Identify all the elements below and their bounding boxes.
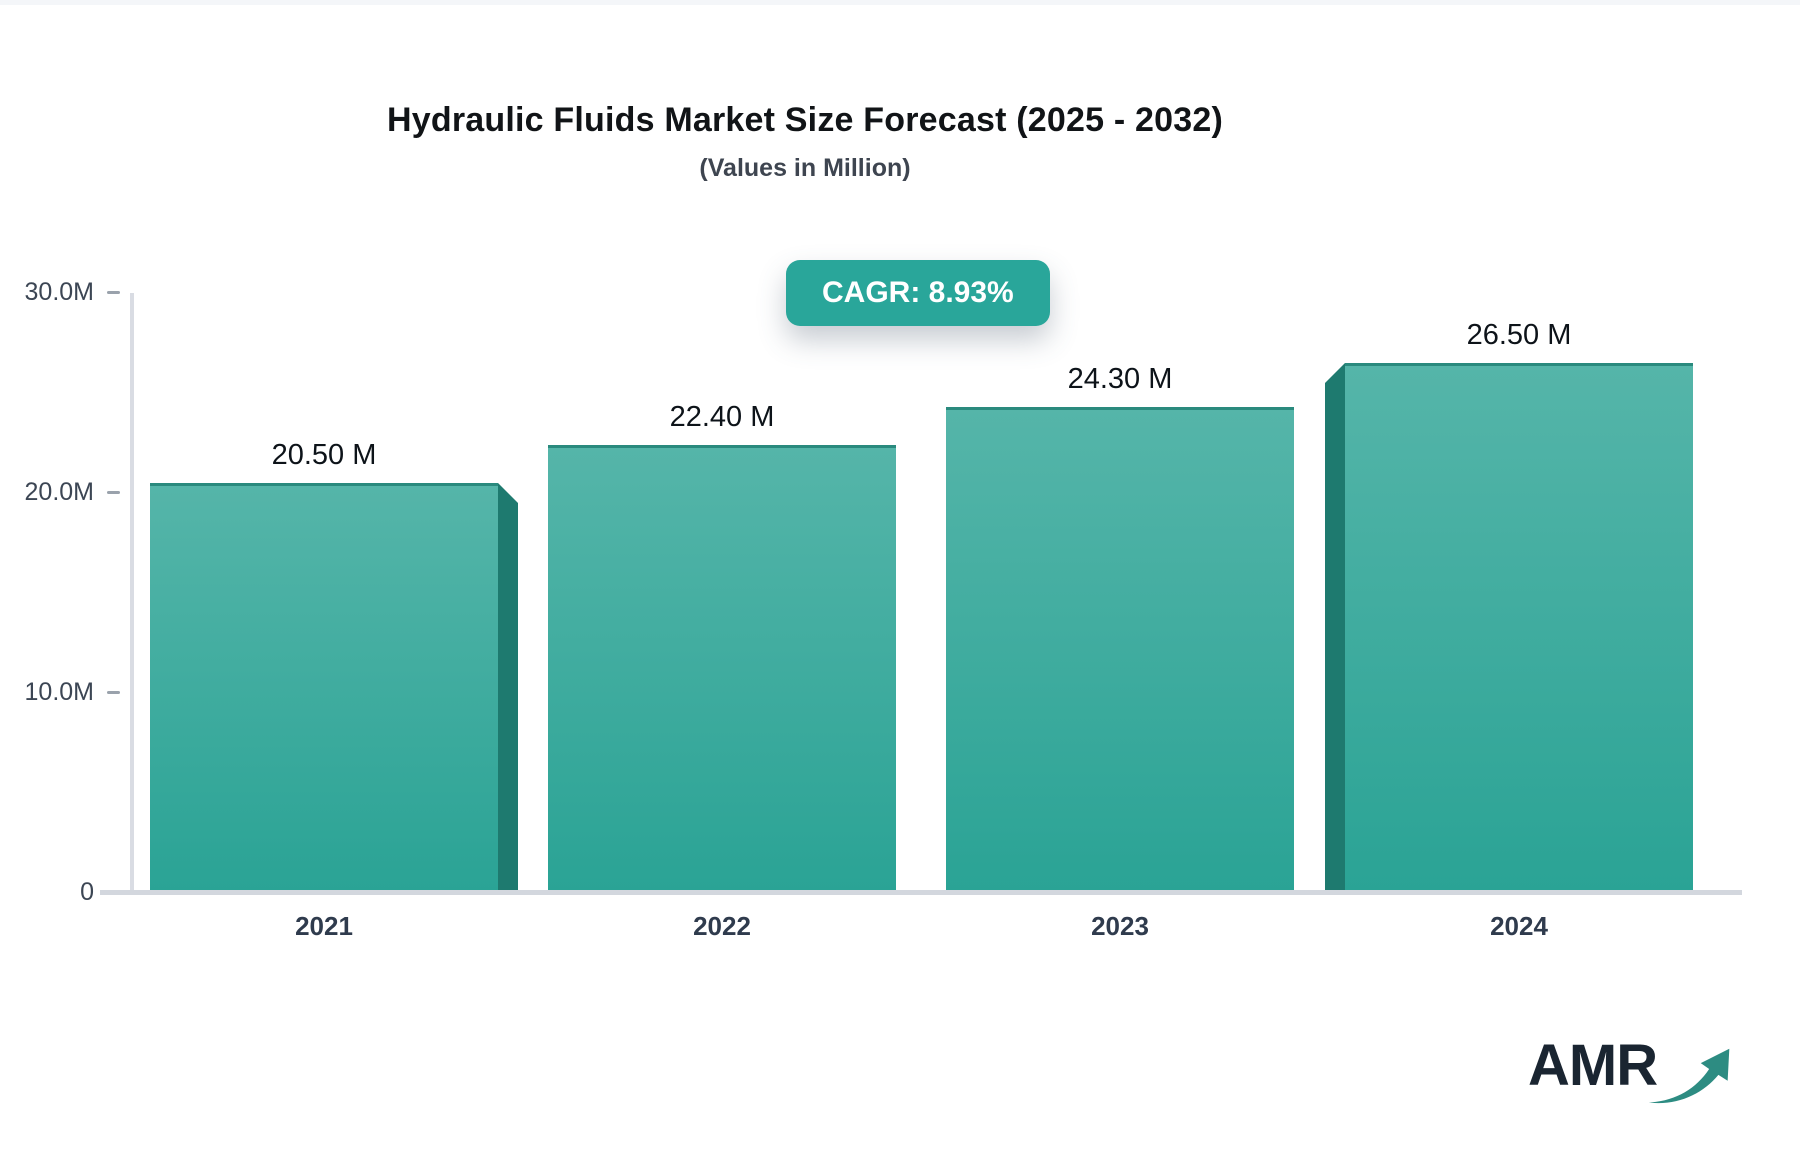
chart-header: Hydraulic Fluids Market Size Forecast (2…: [0, 5, 1610, 183]
bar-chart-plot-area: 30.0M 20.0M 10.0M 0 20.50 M 22.40 M 24.30 M 26…: [25, 278, 1742, 941]
y-tick-dash: [107, 691, 120, 694]
x-axis-label-2021: 2021: [295, 911, 353, 941]
growth-arrow-icon: [1648, 1048, 1730, 1104]
y-tick-label: 20.0M: [24, 478, 94, 506]
amr-logo-text: AMR: [1528, 1033, 1658, 1098]
bar-2023: [946, 407, 1294, 893]
bar-3d-side-panel: [498, 483, 518, 893]
y-tick-dash: [107, 491, 120, 494]
bar-2021: [150, 483, 518, 893]
x-axis-line: [100, 890, 1742, 895]
x-axis-label-2024: 2024: [1490, 911, 1548, 941]
chart-subtitle: (Values in Million): [699, 154, 911, 182]
bar-value-label: 24.30 M: [1067, 363, 1173, 395]
chart-title: Hydraulic Fluids Market Size Forecast (2…: [387, 101, 1223, 139]
x-axis-label-2023: 2023: [1091, 911, 1149, 941]
amr-logo: AMR: [1528, 1037, 1748, 1117]
y-tick-label: 10.0M: [24, 678, 94, 706]
y-tick-label: 30.0M: [24, 278, 94, 306]
bar-value-label: 26.50 M: [1466, 319, 1572, 351]
y-axis-line: [130, 293, 134, 893]
bar-value-label: 22.40 M: [669, 401, 775, 433]
bar-3d-side-panel: [1325, 363, 1345, 893]
bar-value-label: 20.50 M: [271, 439, 377, 471]
y-tick-label: 0: [80, 878, 94, 906]
bar-2022: [548, 445, 896, 893]
x-axis-label-2022: 2022: [693, 911, 751, 941]
y-tick-dash: [107, 291, 120, 294]
cagr-badge: CAGR: 8.93%: [786, 260, 1050, 326]
bar-2024: [1325, 363, 1693, 893]
